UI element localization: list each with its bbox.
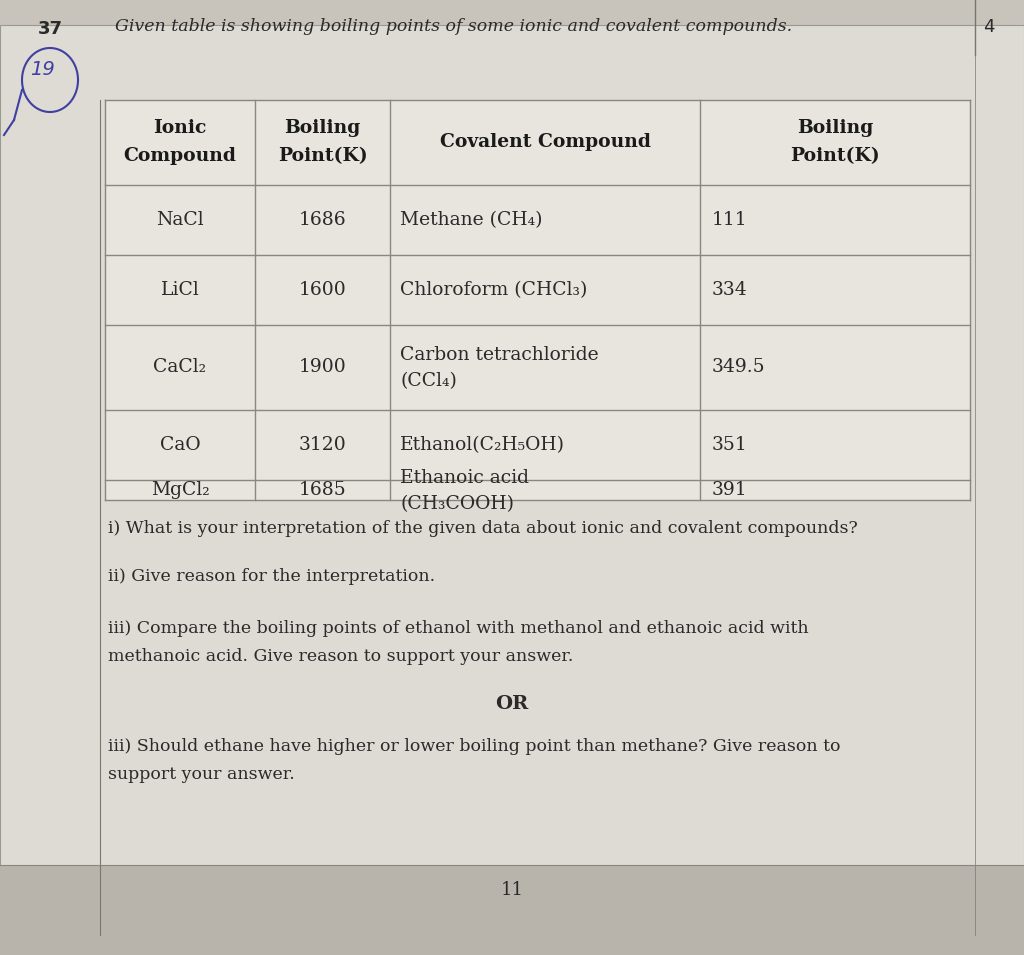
Text: Point(K): Point(K) — [278, 147, 368, 165]
Text: CaCl₂: CaCl₂ — [154, 358, 207, 376]
Text: 1685: 1685 — [299, 481, 346, 499]
Text: LiCl: LiCl — [161, 281, 200, 299]
Text: 3120: 3120 — [299, 436, 346, 454]
Text: 4: 4 — [983, 18, 995, 36]
Text: iii) Should ethane have higher or lower boiling point than methane? Give reason : iii) Should ethane have higher or lower … — [108, 738, 841, 755]
Text: Chloroform (CHCl₃): Chloroform (CHCl₃) — [400, 281, 588, 299]
Text: Ethanoic acid: Ethanoic acid — [400, 469, 529, 487]
Text: OR: OR — [496, 695, 528, 713]
Text: support your answer.: support your answer. — [108, 766, 295, 783]
Text: 1900: 1900 — [299, 358, 346, 376]
Text: ii) Give reason for the interpretation.: ii) Give reason for the interpretation. — [108, 568, 435, 585]
Text: (CH₃COOH): (CH₃COOH) — [400, 495, 514, 513]
Text: 11: 11 — [501, 881, 523, 899]
Text: Carbon tetrachloride: Carbon tetrachloride — [400, 347, 599, 365]
Text: NaCl: NaCl — [157, 211, 204, 229]
Text: Point(K): Point(K) — [791, 147, 880, 165]
Text: Ethanol(C₂H₅OH): Ethanol(C₂H₅OH) — [400, 436, 565, 454]
Text: 391: 391 — [712, 481, 748, 499]
FancyBboxPatch shape — [0, 25, 1024, 935]
Text: i) What is your interpretation of the given data about ionic and covalent compou: i) What is your interpretation of the gi… — [108, 520, 858, 537]
Text: Methane (CH₄): Methane (CH₄) — [400, 211, 543, 229]
Text: methanoic acid. Give reason to support your answer.: methanoic acid. Give reason to support y… — [108, 648, 573, 665]
FancyBboxPatch shape — [0, 865, 1024, 955]
Text: iii) Compare the boiling points of ethanol with methanol and ethanoic acid with: iii) Compare the boiling points of ethan… — [108, 620, 809, 637]
Text: 37: 37 — [38, 20, 63, 38]
Text: 19: 19 — [30, 60, 54, 79]
Text: Given table is showing boiling points of some ionic and covalent compounds.: Given table is showing boiling points of… — [115, 18, 793, 35]
Text: CaO: CaO — [160, 436, 201, 454]
Text: 1600: 1600 — [299, 281, 346, 299]
Text: Boiling: Boiling — [797, 119, 873, 138]
Text: Compound: Compound — [124, 147, 237, 165]
Text: 349.5: 349.5 — [712, 358, 766, 376]
Text: (CCl₄): (CCl₄) — [400, 372, 457, 391]
FancyBboxPatch shape — [105, 100, 970, 500]
Text: MgCl₂: MgCl₂ — [151, 481, 209, 499]
Text: Covalent Compound: Covalent Compound — [439, 134, 650, 152]
Text: 111: 111 — [712, 211, 748, 229]
Text: Boiling: Boiling — [285, 119, 360, 138]
Text: 351: 351 — [712, 436, 748, 454]
Text: 1686: 1686 — [299, 211, 346, 229]
Text: 334: 334 — [712, 281, 748, 299]
Text: Ionic: Ionic — [154, 119, 207, 138]
